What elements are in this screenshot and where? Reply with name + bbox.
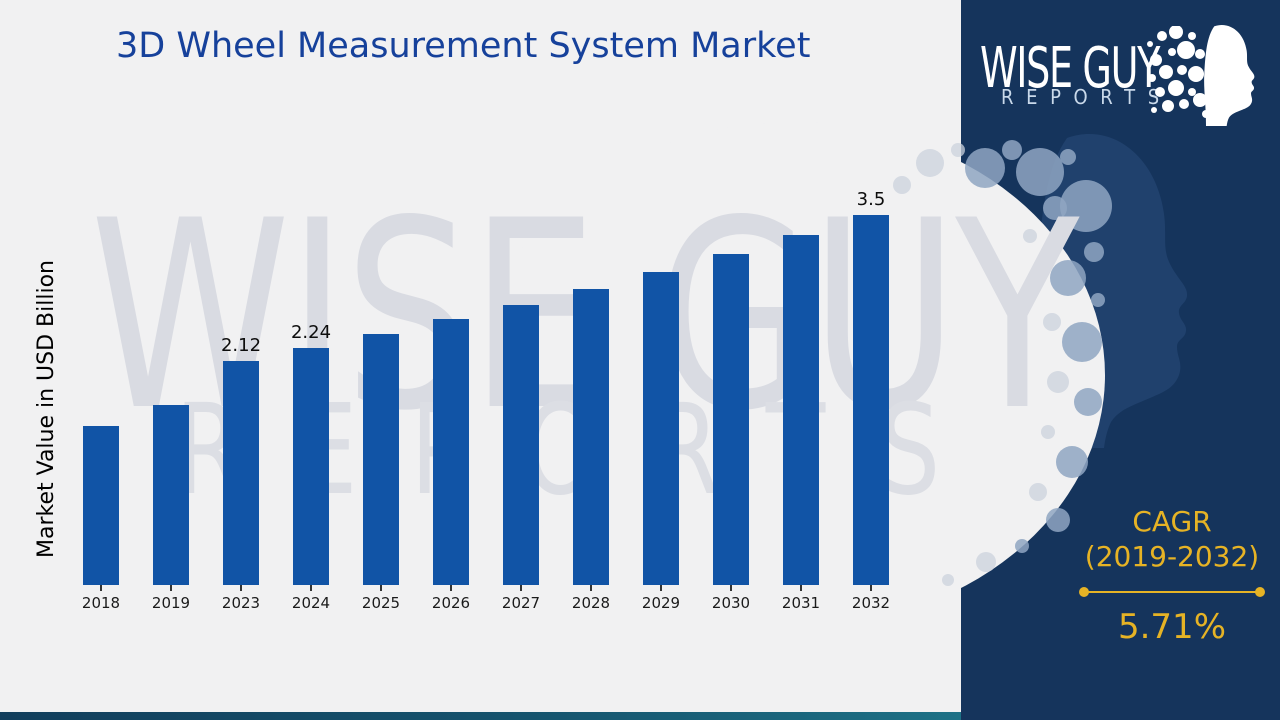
x-tick-label: 2019 (151, 594, 191, 612)
bar (293, 348, 329, 585)
x-tick (800, 585, 802, 591)
x-tick-label: 2030 (711, 594, 751, 612)
x-tick (730, 585, 732, 591)
cagr-label: CAGR (1132, 505, 1212, 538)
logo-face-icon (1204, 24, 1255, 126)
x-tick-label: 2029 (641, 594, 681, 612)
bar (783, 235, 819, 585)
x-tick (870, 585, 872, 591)
x-tick-label: 2027 (501, 594, 541, 612)
bar-chart: Market Value in USD Billion 2018 2019 2023… (34, 189, 891, 612)
logo-brand-text: WISE GUY (980, 36, 1160, 101)
bar (83, 426, 119, 585)
bar (153, 405, 189, 585)
bar-value-label: 3.5 (856, 189, 886, 210)
cagr-divider (1079, 587, 1265, 597)
x-tick (450, 585, 452, 591)
bar (713, 254, 749, 585)
bar (643, 272, 679, 585)
x-tick-label: 2023 (221, 594, 261, 612)
logo-reports-text: REPORTS (1001, 85, 1172, 109)
bar (503, 305, 539, 585)
x-tick-label: 2026 (431, 594, 471, 612)
y-axis-label: Market Value in USD Billion (34, 259, 59, 559)
logo-dots-icon (1147, 26, 1210, 118)
bar (363, 334, 399, 585)
bar (573, 289, 609, 585)
cagr-range: (2019-2032) (1084, 540, 1260, 573)
x-tick-label: 2025 (361, 594, 401, 612)
bar (433, 319, 469, 585)
x-tick-label: 2032 (851, 594, 891, 612)
x-tick-label: 2018 (81, 594, 121, 612)
bar (853, 215, 889, 585)
x-tick (590, 585, 592, 591)
x-tick (240, 585, 242, 591)
x-tick (660, 585, 662, 591)
x-tick-label: 2031 (781, 594, 821, 612)
bar-value-label: 2.24 (290, 322, 332, 343)
bar (223, 361, 259, 585)
page-title: 3D Wheel Measurement System Market (116, 26, 811, 66)
x-tick (380, 585, 382, 591)
x-tick (520, 585, 522, 591)
bottom-accent-strip (0, 712, 961, 720)
cagr-block: CAGR (2019-2032) 5.71% (1070, 505, 1274, 647)
x-tick-label: 2024 (291, 594, 331, 612)
cagr-value: 5.71% (1117, 607, 1226, 647)
x-tick (170, 585, 172, 591)
bar-value-label: 2.12 (220, 335, 262, 356)
x-tick (100, 585, 102, 591)
x-tick-label: 2028 (571, 594, 611, 612)
x-tick (310, 585, 312, 591)
